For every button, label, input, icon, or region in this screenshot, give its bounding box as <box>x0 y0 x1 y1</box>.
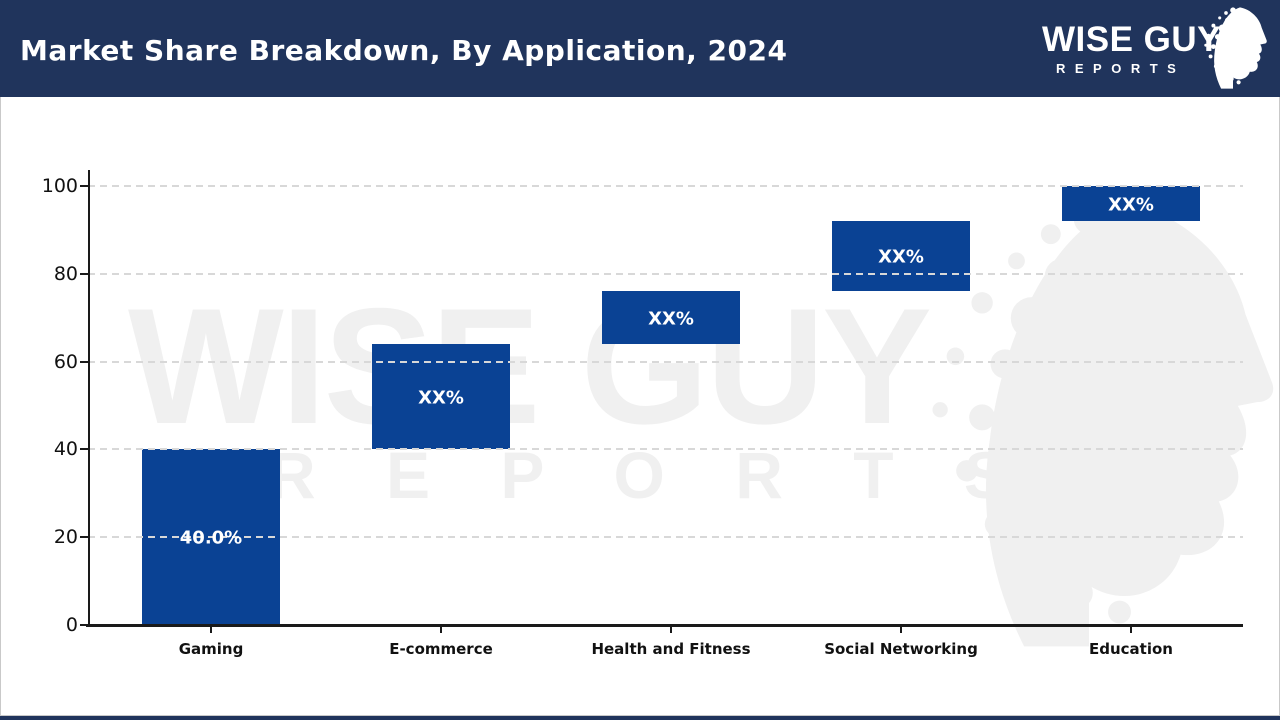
bar-health-and-fitness <box>602 291 740 345</box>
bar-value-label: XX% <box>1108 194 1154 216</box>
gridline-100 <box>88 185 1243 187</box>
y-tick-label: 20 <box>53 526 78 549</box>
y-tick-mark <box>80 360 89 363</box>
gridline-40 <box>88 448 1243 451</box>
gridline-60 <box>88 360 1243 363</box>
watermark-wordmark: WISE GUY <box>128 274 932 458</box>
page-title: Market Share Breakdown, By Application, … <box>20 34 788 67</box>
gridline-20 <box>88 536 1243 539</box>
y-axis-line <box>88 170 90 626</box>
logo-subtext: REPORTS <box>1056 61 1186 76</box>
bar-education <box>1062 186 1200 222</box>
bar-value-label: XX% <box>648 308 694 330</box>
bar-value-label: XX% <box>878 246 924 268</box>
watermark-subtext: R E P O R T S <box>268 438 1034 512</box>
header: Market Share Breakdown, By Application, … <box>0 0 1280 97</box>
x-tick-mark <box>1130 625 1132 633</box>
x-category-label: Gaming <box>178 640 244 658</box>
bar-value-label: 40.0% <box>179 527 243 549</box>
y-tick-label: 80 <box>53 262 78 285</box>
x-axis-line <box>86 624 1243 627</box>
x-tick-mark <box>900 625 902 633</box>
x-category-label: Health and Fitness <box>591 640 751 658</box>
x-tick-mark <box>670 625 672 633</box>
y-tick-mark <box>80 185 89 187</box>
x-category-label: Education <box>1089 640 1173 658</box>
y-tick-mark <box>80 448 89 451</box>
y-tick-label: 40 <box>53 438 78 461</box>
x-tick-mark <box>440 625 442 633</box>
y-tick-mark <box>80 536 89 539</box>
footer-bar <box>0 716 1280 720</box>
x-tick-mark <box>210 625 212 633</box>
y-tick-mark <box>80 272 89 275</box>
logo-wordmark: WISE GUY <box>1042 20 1222 59</box>
x-category-label: Social Networking <box>824 640 978 658</box>
y-tick-label: 100 <box>41 175 78 197</box>
bar-value-label: XX% <box>418 387 464 409</box>
bar-social-networking <box>832 221 970 292</box>
gridline-80 <box>88 272 1243 275</box>
brand-logo: WISE GUY REPORTS <box>1030 0 1280 97</box>
y-tick-label: 0 <box>65 614 78 636</box>
x-category-label: E-commerce <box>389 640 493 658</box>
y-tick-label: 60 <box>53 350 78 373</box>
y-tick-mark <box>80 624 89 626</box>
wiseguy-head-icon <box>1198 6 1268 90</box>
